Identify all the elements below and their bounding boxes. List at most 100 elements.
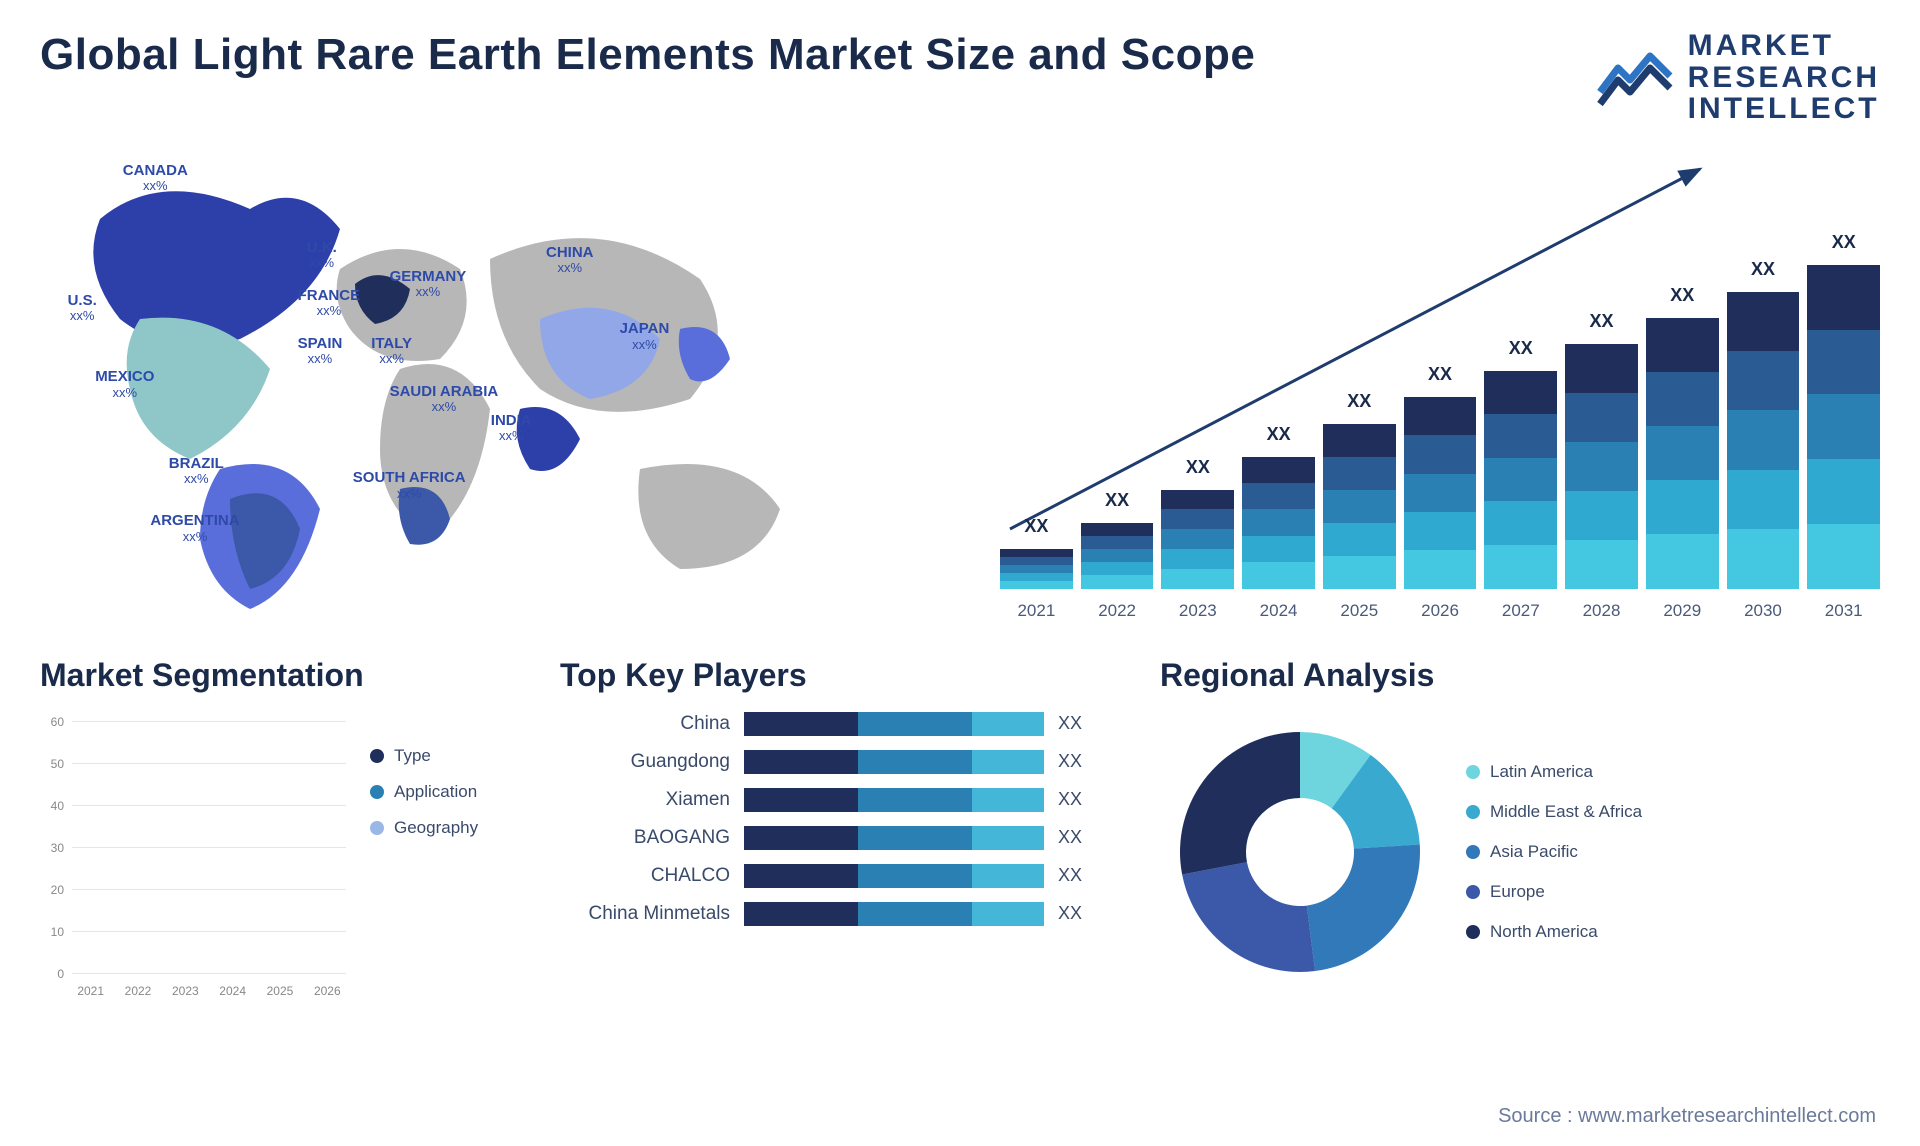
growth-bar-segment [1161,509,1234,529]
source-url: www.marketresearchintellect.com [1578,1105,1876,1127]
growth-year-label: 2025 [1323,601,1396,621]
seg-legend-item: Geography [370,818,520,838]
map-label-france: FRANCExx% [298,288,361,319]
growth-bar-segment [1727,351,1800,410]
seg-legend-label: Geography [394,818,478,838]
growth-year-label: 2031 [1807,601,1880,621]
growth-bar-segment [1161,569,1234,589]
player-bar-segment [972,826,1044,850]
segmentation-chart: 0102030405060 202120222023202420252026 [40,712,346,1002]
player-name: BAOGANG [560,827,730,849]
growth-year-label: 2022 [1081,601,1154,621]
seg-ytick: 20 [51,883,64,897]
player-name: Guangdong [560,751,730,773]
growth-bar: XX [1323,391,1396,589]
map-label-italy: ITALYxx% [371,336,412,367]
seg-year-label: 2023 [167,984,204,998]
logo-text-line: INTELLECT [1688,93,1880,125]
segmentation-title: Market Segmentation [40,657,520,694]
player-row: CHALCOXX [560,864,1120,888]
seg-ytick: 40 [51,799,64,813]
growth-bar-segment [1727,470,1800,529]
growth-bar-segment [1081,549,1154,562]
donut-slice [1182,862,1315,972]
map-label-mexico: MEXICOxx% [95,369,154,400]
growth-bar-value: XX [1186,457,1210,478]
player-bar-segment [858,826,972,850]
player-value: XX [1058,827,1082,848]
growth-year-label: 2023 [1161,601,1234,621]
player-bar [744,902,1044,926]
regional-analysis-panel: Regional Analysis Latin AmericaMiddle Ea… [1160,657,1880,1037]
growth-bar-segment [1404,435,1477,473]
growth-bar-value: XX [1670,285,1694,306]
seg-legend-item: Application [370,782,520,802]
seg-legend-item: Type [370,746,520,766]
player-bar-segment [744,750,858,774]
growth-bar: XX [1727,259,1800,589]
player-value: XX [1058,903,1082,924]
player-bar [744,864,1044,888]
growth-bar-value: XX [1832,232,1856,253]
growth-bar: XX [1000,516,1073,589]
growth-bar-segment [1727,292,1800,351]
growth-year-label: 2028 [1565,601,1638,621]
growth-year-label: 2030 [1727,601,1800,621]
logo-text-line: RESEARCH [1688,62,1880,94]
region-legend-item: Europe [1466,882,1642,902]
growth-chart-panel: XXXXXXXXXXXXXXXXXXXXXX 20212022202320242… [1000,149,1880,629]
player-name: CHALCO [560,865,730,887]
map-label-japan: JAPANxx% [620,321,670,352]
growth-bar-segment [1565,491,1638,540]
growth-bar-segment [1484,414,1557,458]
growth-bar-value: XX [1751,259,1775,280]
growth-bar-segment [1404,397,1477,435]
map-label-u-k-: U.K.xx% [307,240,337,271]
player-bar [744,712,1044,736]
player-bar-segment [744,864,858,888]
growth-bar: XX [1807,232,1880,588]
growth-bar-segment [1000,581,1073,589]
growth-bar-segment [1081,562,1154,575]
region-legend-label: Middle East & Africa [1490,802,1642,822]
player-name: Xiamen [560,789,730,811]
player-value: XX [1058,751,1082,772]
growth-bar-segment [1646,318,1719,372]
growth-bar: XX [1242,424,1315,589]
growth-bar-segment [1081,575,1154,588]
player-bar-segment [858,902,972,926]
growth-bar-segment [1242,536,1315,562]
growth-bar-segment [1323,457,1396,490]
brand-logo: MARKET RESEARCH INTELLECT [1596,30,1880,125]
source-attribution: Source : www.marketresearchintellect.com [1498,1105,1876,1128]
growth-bar-segment [1081,536,1154,549]
world-map-panel: CANADAxx%U.S.xx%MEXICOxx%BRAZILxx%ARGENT… [40,149,960,629]
player-row: XiamenXX [560,788,1120,812]
growth-bar-segment [1000,557,1073,565]
region-legend-item: Asia Pacific [1466,842,1642,862]
growth-bar-segment [1323,424,1396,457]
growth-bar-segment [1242,562,1315,588]
seg-year-label: 2022 [119,984,156,998]
donut-slice [1180,732,1300,874]
map-label-china: CHINAxx% [546,245,594,276]
map-label-u-s-: U.S.xx% [68,293,97,324]
legend-dot-icon [370,749,384,763]
key-players-panel: Top Key Players ChinaXXGuangdongXXXiamen… [560,657,1120,1037]
region-legend-label: Asia Pacific [1490,842,1578,862]
growth-bar-segment [1484,501,1557,545]
growth-bar-segment [1323,556,1396,589]
seg-ytick: 10 [51,925,64,939]
growth-bar-segment [1565,393,1638,442]
donut-slice [1307,844,1420,971]
growth-bar-segment [1000,549,1073,557]
growth-bar-segment [1484,458,1557,502]
growth-bar-segment [1807,524,1880,589]
growth-bar-segment [1727,410,1800,469]
region-legend-item: Middle East & Africa [1466,802,1642,822]
player-bar-segment [858,750,972,774]
growth-year-label: 2021 [1000,601,1073,621]
player-name: China [560,713,730,735]
growth-bar: XX [1081,490,1154,589]
growth-bar-segment [1807,459,1880,524]
